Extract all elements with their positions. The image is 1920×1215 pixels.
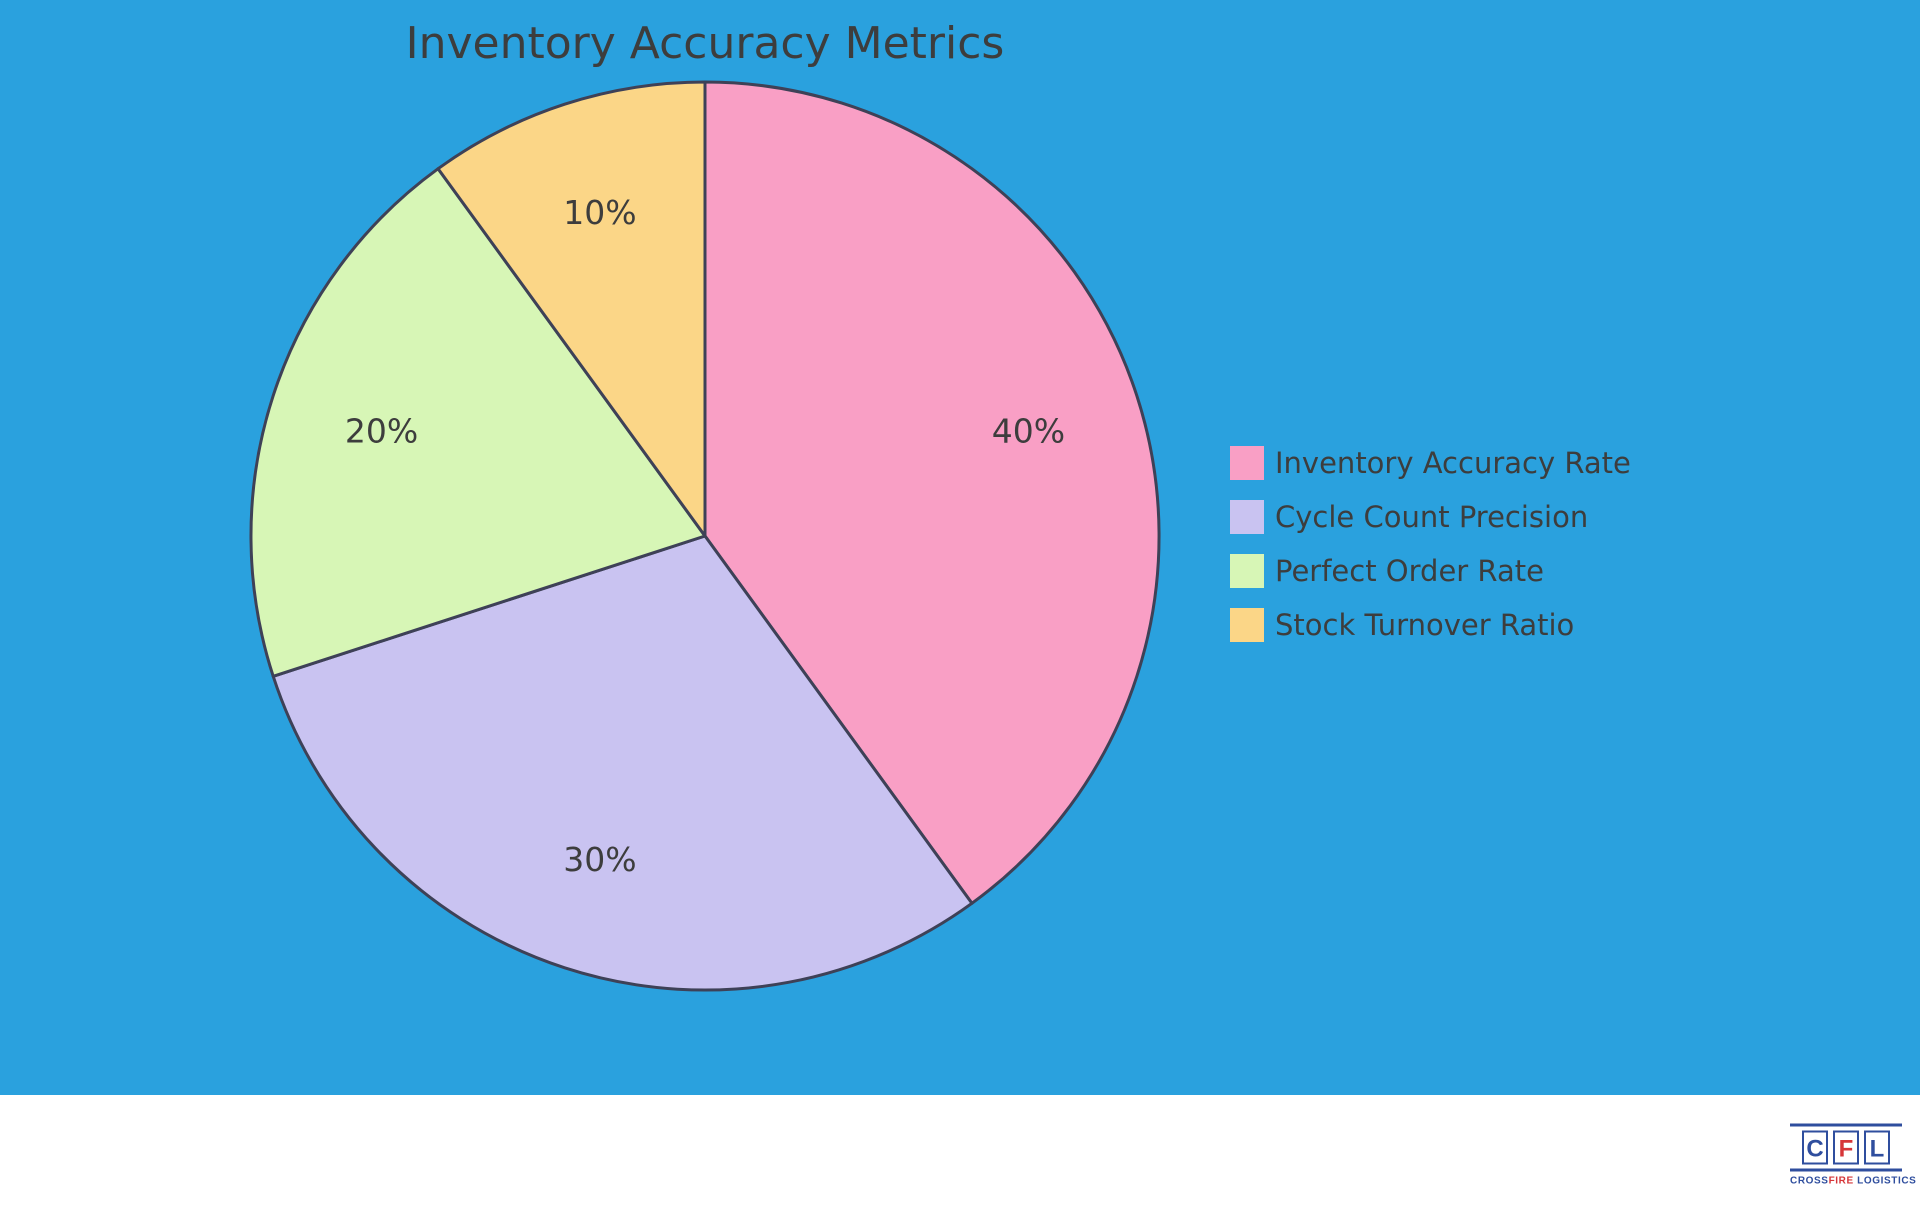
- logo-letter-L: L: [1864, 1130, 1890, 1165]
- pie-slice-3: [249, 167, 707, 678]
- logo-wordmark-fire: FIRE: [1828, 1175, 1854, 1187]
- pie-slice-label-4: 10%: [563, 193, 636, 232]
- legend: Inventory Accuracy Rate Cycle Count Preci…: [1230, 436, 1631, 652]
- legend-label: Perfect Order Rate: [1275, 554, 1544, 588]
- pie-slice-2: [271, 534, 974, 992]
- legend-item-3: Perfect Order Rate: [1230, 544, 1631, 598]
- legend-item-4: Stock Turnover Ratio: [1230, 598, 1631, 652]
- pie-slices-group: [249, 80, 1161, 992]
- chart-title: Inventory Accuracy Metrics: [406, 18, 1005, 69]
- legend-swatch: [1230, 500, 1264, 534]
- legend-label: Inventory Accuracy Rate: [1275, 446, 1631, 480]
- pie-slice-4: [436, 80, 707, 538]
- legend-swatch: [1230, 608, 1264, 642]
- pie-slice-labels-group: 40% 30% 20% 10%: [345, 193, 1065, 879]
- pie-slice-label-3: 20%: [345, 411, 418, 450]
- legend-item-2: Cycle Count Precision: [1230, 490, 1631, 544]
- logo-wordmark: CROSSFIRE LOGISTICS: [1790, 1175, 1916, 1187]
- legend-swatch: [1230, 554, 1264, 588]
- legend-item-1: Inventory Accuracy Rate: [1230, 436, 1631, 490]
- logo-letter-C: C: [1802, 1130, 1828, 1165]
- logo-wordmark-cross: CROSS: [1790, 1175, 1829, 1187]
- pie-slice-1: [703, 80, 1161, 905]
- legend-label: Stock Turnover Ratio: [1275, 608, 1575, 642]
- logo-wordmark-logistics: LOGISTICS: [1853, 1175, 1917, 1187]
- legend-swatch: [1230, 446, 1264, 480]
- legend-label: Cycle Count Precision: [1275, 500, 1589, 534]
- pie-chart: Inventory Accuracy Metrics 40% 30% 20% 10%: [249, 18, 1161, 992]
- logo-letter-F: F: [1833, 1130, 1859, 1165]
- pie-slice-label-2: 30%: [563, 840, 636, 879]
- pie-slice-label-1: 40%: [992, 411, 1065, 450]
